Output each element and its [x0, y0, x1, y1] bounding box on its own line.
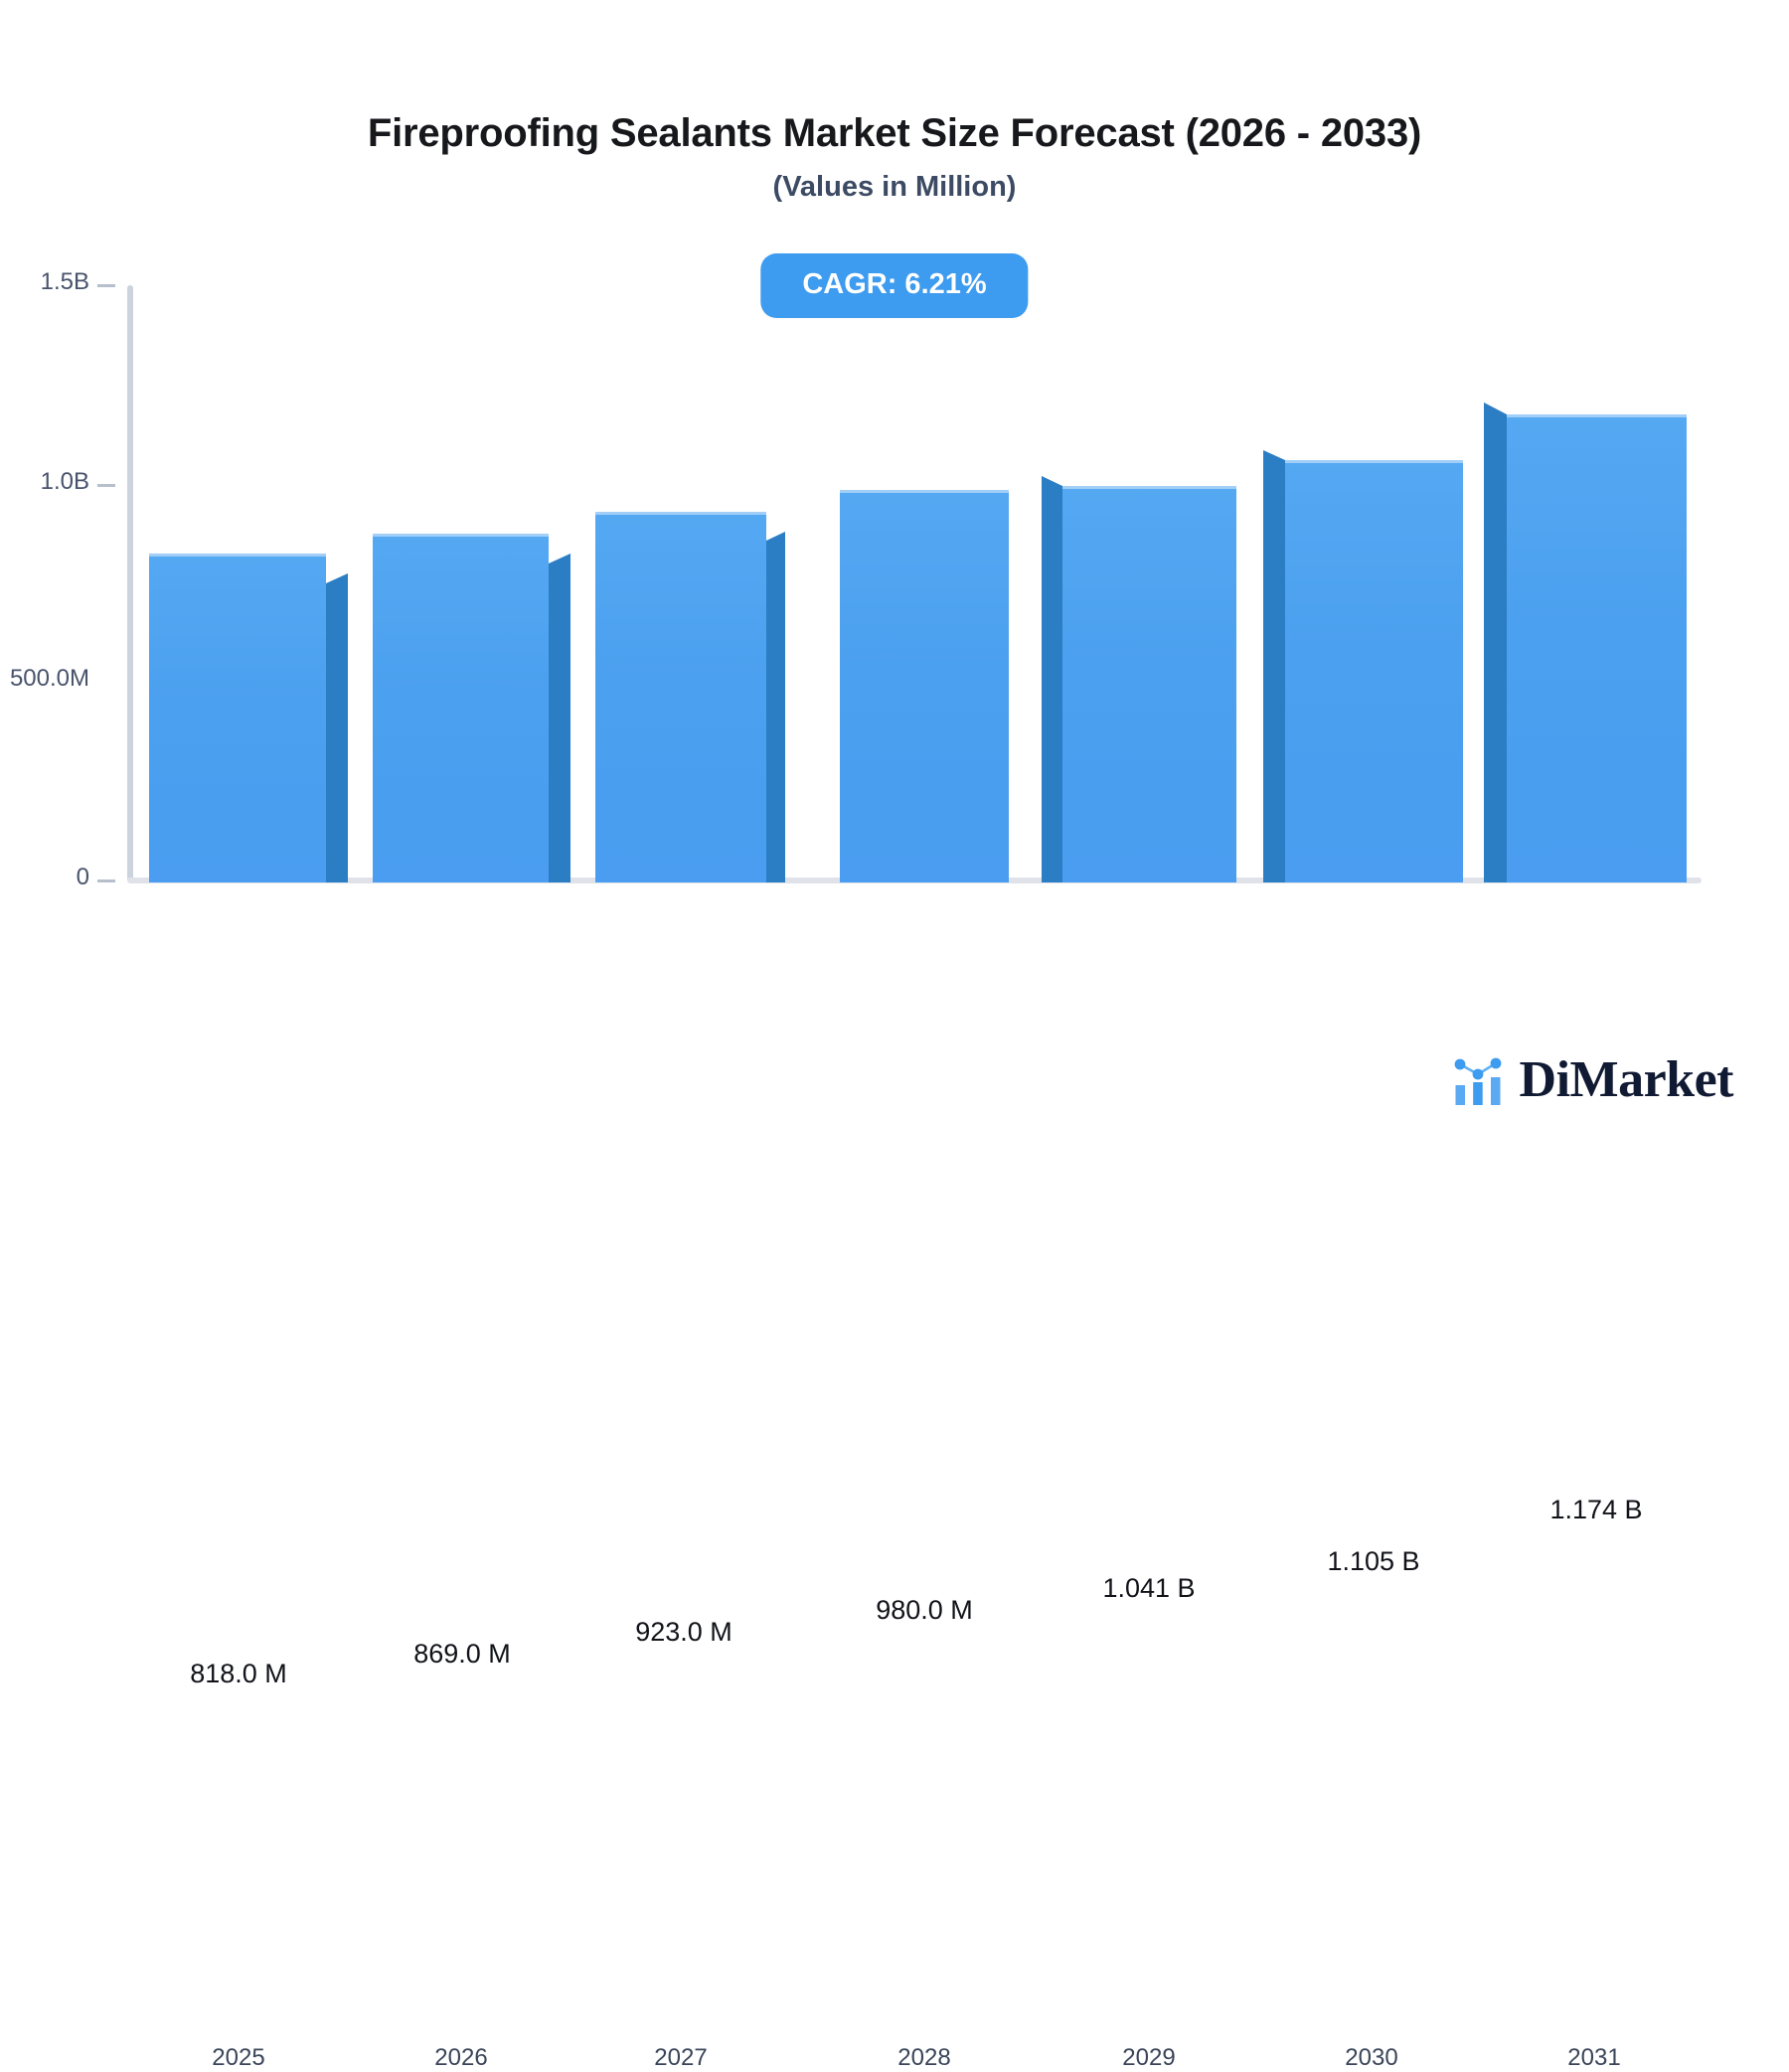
bar-2028-face[interactable] — [840, 490, 1009, 882]
bar-value-label: 1.174 B — [1549, 1495, 1643, 1524]
bar-value-label: 1.105 B — [1327, 1546, 1420, 1576]
bar-value-label: 980.0 M — [876, 1595, 973, 1625]
x-axis-label: 2026 — [434, 2044, 488, 2071]
chart-subtitle: (Values in Million) — [772, 171, 1017, 203]
bar-value-label: 818.0 M — [190, 1659, 287, 1688]
chart-container: Fireproofing Sealants Market Size Foreca… — [9, 111, 1734, 2071]
y-axis-tick-label: 1.0B — [40, 468, 89, 495]
brand-name: DiMarket — [1519, 1051, 1734, 1108]
y-axis-tick-label: 0 — [76, 864, 89, 890]
bar-2026[interactable] — [373, 534, 549, 882]
bar-side-shade — [1484, 402, 1507, 882]
plot-area: 1.5B 1.0B 500.0M 0 818.0 M 2025 869.0 M … — [9, 268, 1702, 2071]
brand-logo: DiMarket — [1450, 1051, 1734, 1108]
x-axis-label: 2031 — [1567, 2044, 1621, 2071]
y-axis-tick-mark — [97, 484, 115, 487]
y-axis-tick-mark — [97, 879, 115, 882]
bar-value-label: 923.0 M — [635, 1617, 732, 1647]
y-axis-tick-mark — [97, 284, 115, 287]
y-axis-tick-label: 1.5B — [40, 268, 89, 295]
chart-title: Fireproofing Sealants Market Size Foreca… — [367, 111, 1422, 155]
y-axis-line — [127, 285, 133, 882]
x-axis-label: 2025 — [212, 2044, 265, 2071]
x-axis-label: 2029 — [1122, 2044, 1176, 2071]
bar-value-label: 1.041 B — [1102, 1573, 1196, 1603]
bar-side-shade — [1263, 450, 1285, 882]
bar-side-shade — [766, 532, 785, 882]
bar-chart-logo-icon — [1454, 1057, 1501, 1105]
y-axis-tick-label: 500.0M — [9, 665, 89, 692]
bar-2025[interactable] — [149, 554, 326, 882]
bar-2027[interactable] — [595, 512, 766, 882]
cagr-badge: CAGR: 6.21% — [760, 253, 1029, 318]
bar-2030[interactable] — [1285, 460, 1463, 882]
bar-side-shade — [549, 554, 570, 882]
x-axis-label: 2028 — [897, 2044, 951, 2071]
bar-side-shade — [1042, 476, 1062, 882]
x-axis-label: 2030 — [1345, 2044, 1398, 2071]
bar-side-shade — [326, 573, 348, 882]
bar-value-label: 869.0 M — [413, 1639, 511, 1669]
x-axis-label: 2027 — [654, 2044, 708, 2071]
bar-2029[interactable] — [1062, 486, 1236, 882]
bar-2031[interactable] — [1507, 414, 1687, 882]
